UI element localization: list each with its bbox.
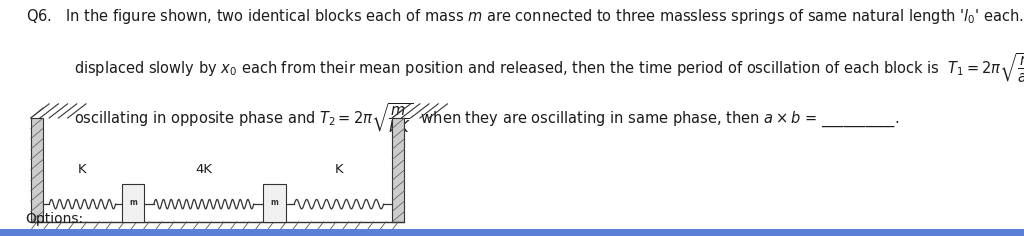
Bar bbox=[31, 118, 43, 222]
Bar bbox=[392, 118, 404, 222]
Text: m: m bbox=[129, 198, 137, 207]
Text: m: m bbox=[270, 198, 279, 207]
Bar bbox=[122, 184, 144, 222]
Text: Q6.   In the figure shown, two identical blocks each of mass $m$ are connected t: Q6. In the figure shown, two identical b… bbox=[26, 7, 1024, 26]
Text: K: K bbox=[78, 163, 87, 176]
Bar bbox=[0, 229, 1024, 236]
Text: displaced slowly by $x_0$ each from their mean position and released, then the t: displaced slowly by $x_0$ each from thei… bbox=[74, 52, 1024, 85]
Text: 4K: 4K bbox=[196, 163, 212, 176]
Bar bbox=[263, 184, 286, 222]
Text: oscillating in opposite phase and $T_2 = 2\pi\sqrt{\dfrac{m}{bK}}$  when they ar: oscillating in opposite phase and $T_2 =… bbox=[74, 101, 899, 135]
Text: Options:: Options: bbox=[26, 212, 84, 226]
Text: K: K bbox=[335, 163, 343, 176]
